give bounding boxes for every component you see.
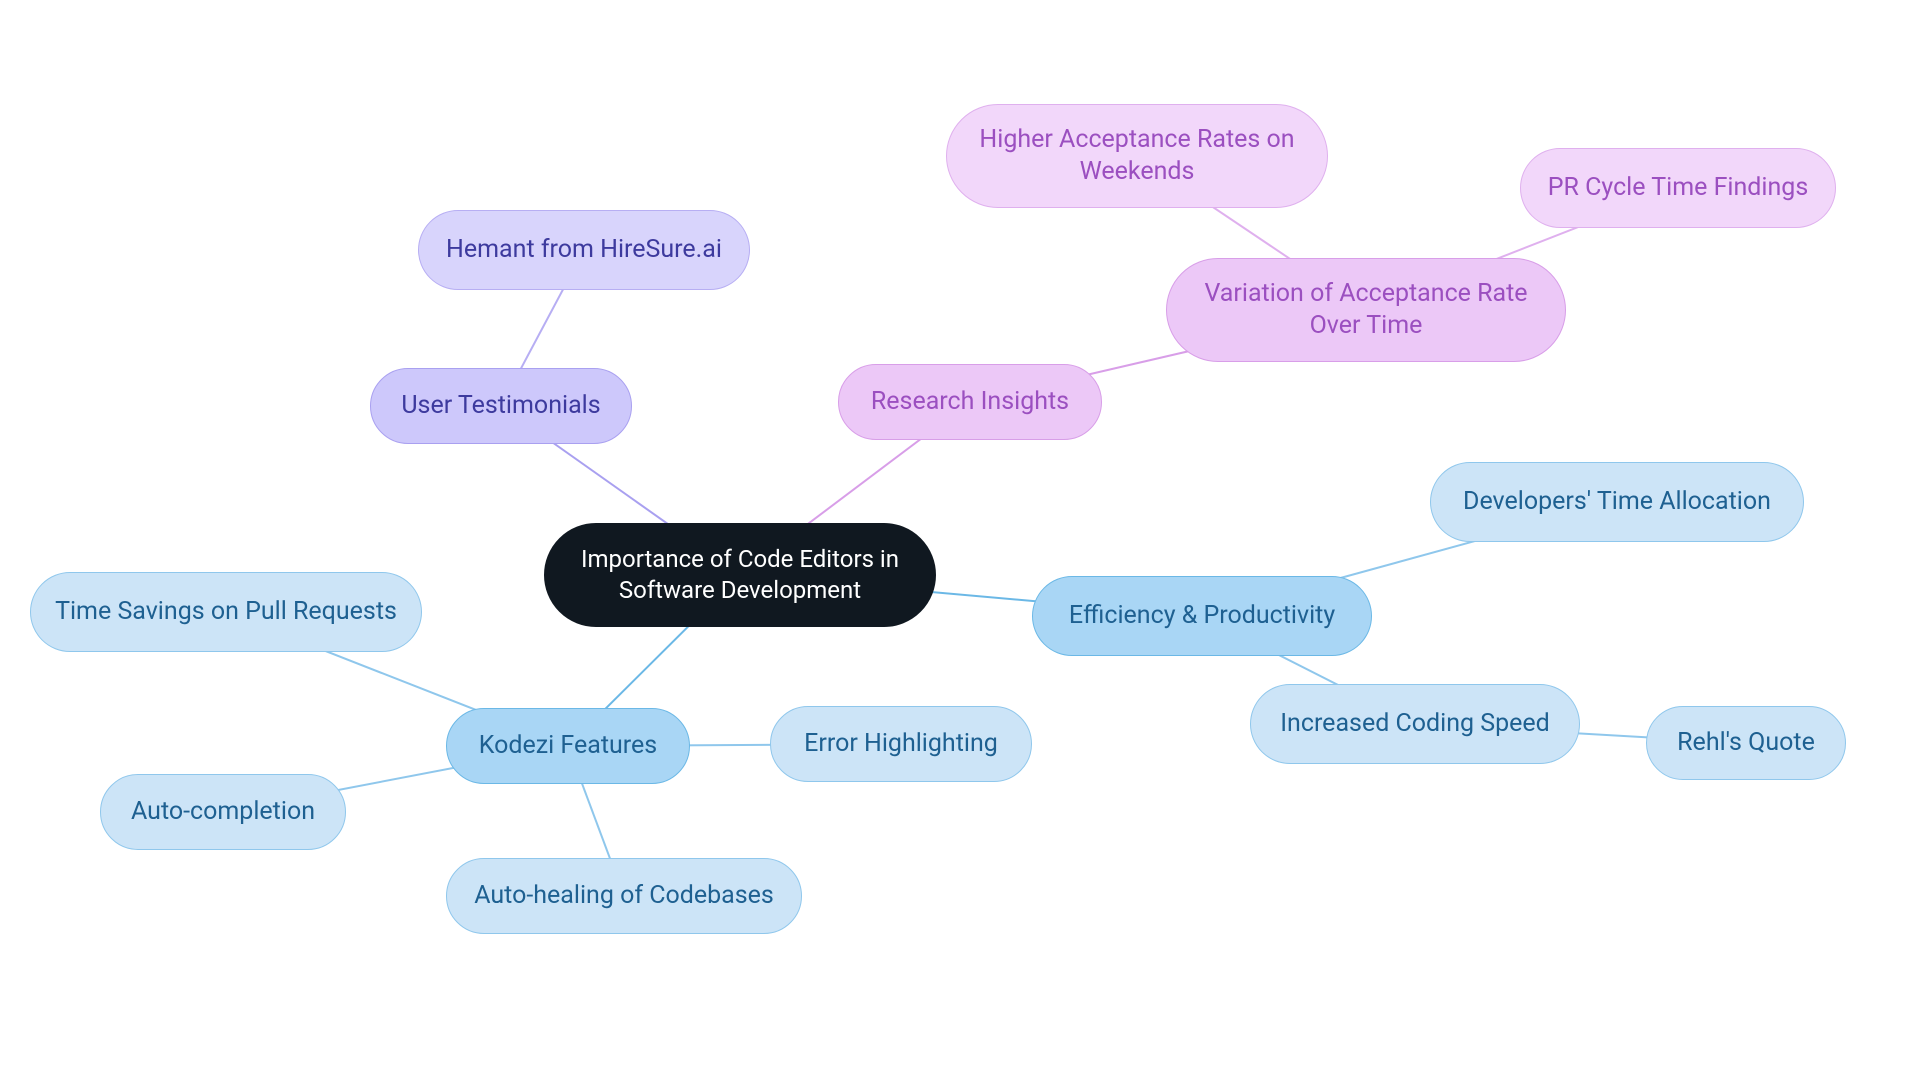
- node-rehl: Rehl's Quote: [1646, 706, 1846, 780]
- node-heal: Auto-healing of Codebases: [446, 858, 802, 934]
- node-prcycle: PR Cycle Time Findings: [1520, 148, 1836, 228]
- node-variation: Variation of Acceptance Rate Over Time: [1166, 258, 1566, 362]
- node-testi: User Testimonials: [370, 368, 632, 444]
- node-root: Importance of Code Editors in Software D…: [544, 523, 936, 627]
- node-speed: Increased Coding Speed: [1250, 684, 1580, 764]
- node-hemant: Hemant from HireSure.ai: [418, 210, 750, 290]
- node-kodezi: Kodezi Features: [446, 708, 690, 784]
- node-pr: Time Savings on Pull Requests: [30, 572, 422, 652]
- node-efficiency: Efficiency & Productivity: [1032, 576, 1372, 656]
- node-error: Error Highlighting: [770, 706, 1032, 782]
- node-auto: Auto-completion: [100, 774, 346, 850]
- node-weekend: Higher Acceptance Rates on Weekends: [946, 104, 1328, 208]
- node-research: Research Insights: [838, 364, 1102, 440]
- node-devTime: Developers' Time Allocation: [1430, 462, 1804, 542]
